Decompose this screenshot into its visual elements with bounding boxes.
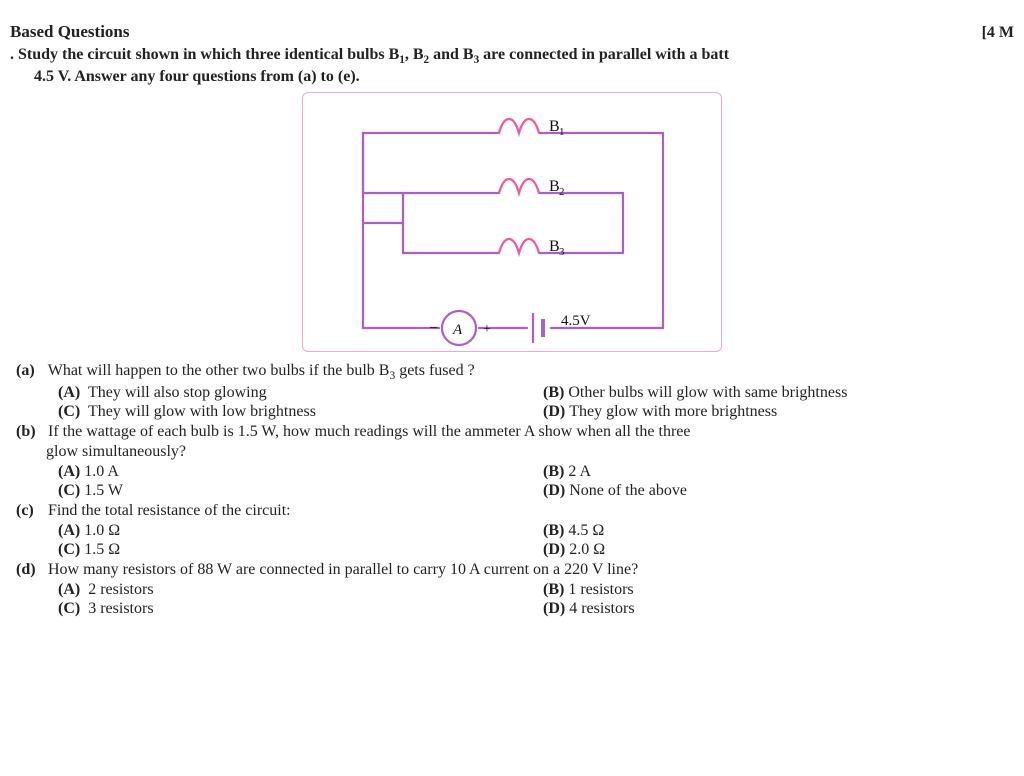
opt-label: (B) — [543, 522, 564, 539]
opt-text: 1.5 W — [84, 482, 123, 499]
stem-lead: . Study the circuit shown in which three… — [10, 46, 399, 63]
qa-d-tag: (d) — [16, 561, 44, 579]
opt-label: (A) — [58, 384, 80, 401]
opt-text: Other bulbs will glow with same brightne… — [568, 384, 847, 401]
opt-text: 2.0 Ω — [569, 541, 605, 558]
opt-text: 2 resistors — [88, 581, 153, 598]
qa-a-tail: gets fused ? — [395, 362, 475, 379]
qa-b-text: If the wattage of each bulb is 1.5 W, ho… — [48, 423, 691, 440]
qa-c-stem: (c) Find the total resistance of the cir… — [16, 502, 1014, 520]
qa-d-stem: (d) How many resistors of 88 W are conne… — [16, 561, 1014, 579]
stem-tail: are connected in parallel with a batt — [479, 46, 729, 63]
svg-text:+: + — [483, 322, 491, 337]
opt-text: They will also stop glowing — [88, 384, 267, 401]
opt-label: (B) — [543, 463, 564, 480]
qa-a-text: What will happen to the other two bulbs … — [48, 362, 390, 379]
svg-text:3: 3 — [559, 246, 565, 258]
circuit-diagram: B 1 B 2 B 3 4.5V A − + — [302, 92, 722, 352]
qa-b-tag: (b) — [16, 423, 44, 441]
svg-text:4.5V: 4.5V — [561, 313, 591, 329]
qa-b-opt-A: (A)1.0 A — [58, 463, 529, 481]
qa-c-opt-A: (A)1.0 Ω — [58, 522, 529, 540]
qa-c-opt-B: (B)4.5 Ω — [543, 522, 1014, 540]
opt-label: (D) — [543, 541, 565, 558]
opt-label: (D) — [543, 600, 565, 617]
qa-d-options: (A) 2 resistors (B)1 resistors (C) 3 res… — [58, 581, 1014, 618]
question-d: (d) How many resistors of 88 W are conne… — [16, 561, 1014, 618]
opt-label: (C) — [58, 541, 80, 558]
qa-c-tag: (c) — [16, 502, 44, 520]
qa-b-opt-C: (C)1.5 W — [58, 482, 529, 500]
stem-comma1: , B — [405, 46, 424, 63]
opt-text: They glow with more brightness — [569, 403, 777, 420]
question-c: (c) Find the total resistance of the cir… — [16, 502, 1014, 559]
opt-text: 1 resistors — [568, 581, 633, 598]
qa-a-opt-B: (B)Other bulbs will glow with same brigh… — [543, 384, 1014, 402]
opt-label: (A) — [58, 522, 80, 539]
qa-a-tag: (a) — [16, 362, 44, 380]
qa-b-stem2: glow simultaneously? — [46, 443, 1014, 461]
opt-text: 4.5 Ω — [568, 522, 604, 539]
opt-label: (C) — [58, 600, 80, 617]
qa-b-opt-D: (D)None of the above — [543, 482, 1014, 500]
question-a: (a) What will happen to the other two bu… — [16, 362, 1014, 421]
svg-text:2: 2 — [559, 186, 565, 198]
main-stem-line2: 4.5 V. Answer any four questions from (a… — [34, 68, 1014, 86]
qa-b-stem: (b) If the wattage of each bulb is 1.5 W… — [16, 423, 1014, 441]
opt-text: 2 A — [568, 463, 591, 480]
opt-label: (B) — [543, 581, 564, 598]
marks-label: [4 M — [982, 24, 1014, 42]
opt-text: 1.5 Ω — [84, 541, 120, 558]
opt-label: (A) — [58, 463, 80, 480]
question-b: (b) If the wattage of each bulb is 1.5 W… — [16, 423, 1014, 500]
qa-b-opt-B: (B)2 A — [543, 463, 1014, 481]
qa-d-opt-C: (C) 3 resistors — [58, 600, 529, 618]
svg-text:A: A — [452, 322, 463, 338]
qa-b-options: (A)1.0 A (B)2 A (C)1.5 W (D)None of the … — [58, 463, 1014, 500]
qa-d-text: How many resistors of 88 W are connected… — [48, 561, 638, 578]
svg-text:1: 1 — [559, 126, 565, 138]
qa-a-opt-C: (C) They will glow with low brightness — [58, 403, 529, 421]
opt-label: (C) — [58, 482, 80, 499]
opt-text: They will glow with low brightness — [88, 403, 316, 420]
opt-text: 3 resistors — [88, 600, 153, 617]
qa-c-opt-D: (D)2.0 Ω — [543, 541, 1014, 559]
opt-label: (D) — [543, 482, 565, 499]
stem-and: and B — [429, 46, 473, 63]
qa-a-stem: (a) What will happen to the other two bu… — [16, 362, 1014, 382]
qa-a-options: (A) They will also stop glowing (B)Other… — [58, 384, 1014, 421]
opt-text: 1.0 A — [84, 463, 119, 480]
qa-c-options: (A)1.0 Ω (B)4.5 Ω (C)1.5 Ω (D)2.0 Ω — [58, 522, 1014, 559]
qa-a-opt-D: (D)They glow with more brightness — [543, 403, 1014, 421]
section-title: Based Questions — [10, 22, 130, 42]
opt-text: None of the above — [569, 482, 687, 499]
opt-label: (C) — [58, 403, 80, 420]
qa-d-opt-D: (D)4 resistors — [543, 600, 1014, 618]
qa-a-opt-A: (A) They will also stop glowing — [58, 384, 529, 402]
opt-label: (D) — [543, 403, 565, 420]
svg-text:−: − — [429, 320, 438, 337]
opt-label: (A) — [58, 581, 80, 598]
opt-text: 4 resistors — [569, 600, 634, 617]
qa-d-opt-B: (B)1 resistors — [543, 581, 1014, 599]
qa-d-opt-A: (A) 2 resistors — [58, 581, 529, 599]
main-stem-line1: . Study the circuit shown in which three… — [10, 44, 1014, 68]
qa-c-opt-C: (C)1.5 Ω — [58, 541, 529, 559]
opt-label: (B) — [543, 384, 564, 401]
header-row: Based Questions [4 M — [10, 22, 1014, 42]
qa-c-text: Find the total resistance of the circuit… — [48, 502, 291, 519]
opt-text: 1.0 Ω — [84, 522, 120, 539]
circuit-diagram-wrap: B 1 B 2 B 3 4.5V A − + — [10, 92, 1014, 352]
